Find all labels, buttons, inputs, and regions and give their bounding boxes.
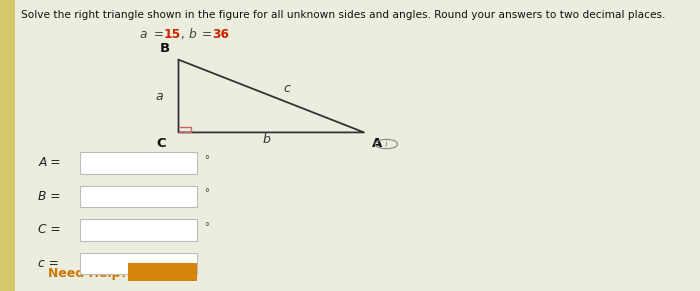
Text: 36: 36: [212, 28, 229, 41]
Text: A =: A =: [38, 157, 61, 169]
Text: =: =: [198, 28, 212, 41]
Text: °: °: [204, 189, 209, 198]
Text: b: b: [262, 133, 270, 146]
Text: Read It: Read It: [141, 267, 184, 277]
Text: B: B: [160, 42, 169, 54]
Text: a: a: [156, 90, 163, 102]
Text: b: b: [189, 28, 197, 41]
Bar: [0, 0, 15, 291]
Text: =: =: [150, 28, 164, 41]
Text: B =: B =: [38, 190, 61, 203]
FancyBboxPatch shape: [80, 186, 197, 207]
Text: c =: c =: [38, 257, 60, 270]
Text: C =: C =: [38, 223, 61, 236]
FancyBboxPatch shape: [128, 263, 197, 281]
Text: C: C: [156, 137, 166, 150]
Text: a: a: [140, 28, 148, 41]
Text: A: A: [372, 137, 382, 150]
Text: Solve the right triangle shown in the figure for all unknown sides and angles. R: Solve the right triangle shown in the fi…: [21, 10, 666, 20]
Text: °: °: [204, 222, 209, 232]
FancyBboxPatch shape: [80, 219, 197, 241]
Text: 90: 90: [88, 223, 103, 236]
Text: Need Help?: Need Help?: [48, 267, 127, 280]
Text: °: °: [204, 155, 209, 165]
Text: ,: ,: [181, 28, 185, 41]
FancyBboxPatch shape: [80, 253, 197, 274]
Text: i: i: [385, 140, 388, 148]
FancyBboxPatch shape: [80, 152, 197, 174]
Text: 60: 60: [88, 157, 103, 169]
Text: c: c: [284, 82, 290, 95]
Text: 15: 15: [164, 28, 181, 41]
